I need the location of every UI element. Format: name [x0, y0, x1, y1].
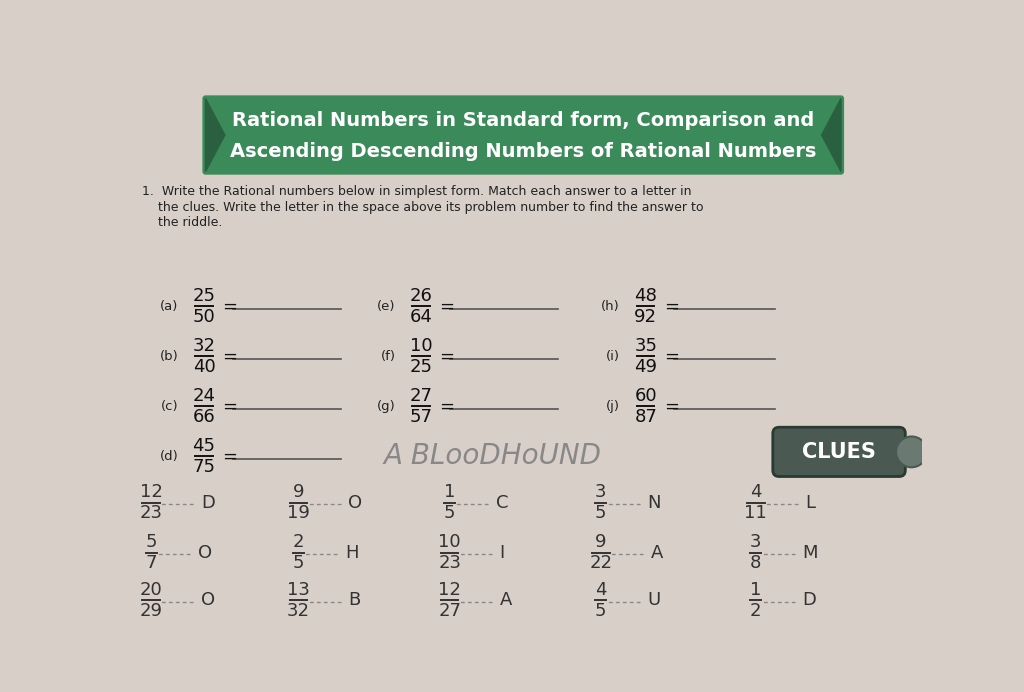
Text: 32: 32 — [193, 337, 215, 355]
Text: 32: 32 — [287, 602, 310, 620]
Text: 25: 25 — [193, 286, 215, 304]
Text: Ascending Descending Numbers of Rational Numbers: Ascending Descending Numbers of Rational… — [230, 142, 816, 161]
Text: 22: 22 — [589, 554, 612, 572]
Text: 23: 23 — [438, 554, 461, 572]
Text: 87: 87 — [634, 408, 657, 426]
Text: 11: 11 — [744, 504, 767, 522]
Text: 10: 10 — [438, 534, 461, 552]
Polygon shape — [821, 98, 841, 172]
Text: 13: 13 — [287, 581, 310, 599]
Text: 10: 10 — [410, 337, 432, 355]
Text: =: = — [222, 298, 238, 316]
Text: 5: 5 — [595, 602, 606, 620]
Text: 27: 27 — [410, 387, 432, 405]
Text: =: = — [222, 448, 238, 466]
Text: D: D — [803, 592, 816, 610]
Text: =: = — [439, 298, 455, 316]
Text: A: A — [500, 592, 512, 610]
Text: =: = — [665, 347, 679, 365]
Text: 57: 57 — [410, 408, 432, 426]
Text: 1: 1 — [444, 483, 456, 501]
Text: 20: 20 — [140, 581, 163, 599]
Text: 19: 19 — [287, 504, 310, 522]
Text: 4: 4 — [750, 483, 762, 501]
Text: O: O — [348, 493, 362, 511]
Text: 75: 75 — [193, 458, 215, 476]
Text: 1: 1 — [750, 581, 762, 599]
Text: =: = — [665, 298, 679, 316]
Text: (i): (i) — [606, 350, 621, 363]
Text: the clues. Write the letter in the space above its problem number to find the an: the clues. Write the letter in the space… — [142, 201, 703, 214]
Text: 66: 66 — [193, 408, 215, 426]
Text: (a): (a) — [160, 300, 178, 313]
Text: A: A — [650, 544, 663, 562]
Text: 5: 5 — [293, 554, 304, 572]
Text: (f): (f) — [380, 350, 395, 363]
Text: (e): (e) — [377, 300, 395, 313]
Text: 8: 8 — [750, 554, 762, 572]
Polygon shape — [795, 98, 841, 172]
Text: 49: 49 — [634, 358, 657, 376]
Text: 27: 27 — [438, 602, 461, 620]
Text: =: = — [665, 397, 679, 415]
Text: (j): (j) — [606, 400, 621, 413]
Text: 9: 9 — [293, 483, 304, 501]
Text: 12: 12 — [438, 581, 461, 599]
Text: 24: 24 — [193, 387, 215, 405]
Text: CLUES: CLUES — [802, 442, 876, 462]
FancyBboxPatch shape — [773, 427, 905, 477]
Text: O: O — [201, 592, 215, 610]
Text: A BLooDHoUND: A BLooDHoUND — [384, 442, 602, 471]
Text: O: O — [198, 544, 212, 562]
Text: 35: 35 — [634, 337, 657, 355]
Text: 60: 60 — [635, 387, 657, 405]
Text: 2: 2 — [750, 602, 762, 620]
Text: 1.  Write the Rational numbers below in simplest form. Match each answer to a le: 1. Write the Rational numbers below in s… — [142, 185, 691, 199]
Text: 9: 9 — [595, 534, 606, 552]
Text: (b): (b) — [160, 350, 178, 363]
Circle shape — [896, 437, 927, 467]
Text: B: B — [348, 592, 360, 610]
Text: H: H — [345, 544, 358, 562]
Text: 12: 12 — [140, 483, 163, 501]
Text: 5: 5 — [443, 504, 456, 522]
Text: Rational Numbers in Standard form, Comparison and: Rational Numbers in Standard form, Compa… — [232, 111, 814, 130]
Polygon shape — [206, 98, 225, 172]
FancyBboxPatch shape — [203, 95, 844, 174]
Text: =: = — [222, 347, 238, 365]
Text: 3: 3 — [595, 483, 606, 501]
Text: 64: 64 — [410, 308, 432, 326]
Text: (d): (d) — [160, 450, 178, 463]
Text: 3: 3 — [750, 534, 762, 552]
Text: 29: 29 — [139, 602, 163, 620]
Text: 5: 5 — [145, 534, 157, 552]
Text: (g): (g) — [377, 400, 395, 413]
Text: U: U — [647, 592, 660, 610]
Text: (c): (c) — [161, 400, 178, 413]
Polygon shape — [206, 98, 252, 172]
Text: 50: 50 — [193, 308, 215, 326]
Text: 23: 23 — [139, 504, 163, 522]
Text: the riddle.: the riddle. — [142, 216, 222, 229]
Text: 40: 40 — [193, 358, 215, 376]
Text: =: = — [222, 397, 238, 415]
Text: 26: 26 — [410, 286, 432, 304]
Text: =: = — [439, 397, 455, 415]
Text: N: N — [647, 493, 660, 511]
Text: 48: 48 — [634, 286, 657, 304]
Text: =: = — [439, 347, 455, 365]
Text: I: I — [500, 544, 505, 562]
Text: 92: 92 — [634, 308, 657, 326]
Text: 45: 45 — [193, 437, 215, 455]
Text: 25: 25 — [410, 358, 432, 376]
Text: C: C — [497, 493, 509, 511]
Text: 2: 2 — [293, 534, 304, 552]
Text: (h): (h) — [601, 300, 621, 313]
Text: M: M — [803, 544, 818, 562]
Text: L: L — [806, 493, 815, 511]
Text: 4: 4 — [595, 581, 606, 599]
Text: D: D — [201, 493, 215, 511]
Text: 5: 5 — [595, 504, 606, 522]
Text: 7: 7 — [145, 554, 157, 572]
